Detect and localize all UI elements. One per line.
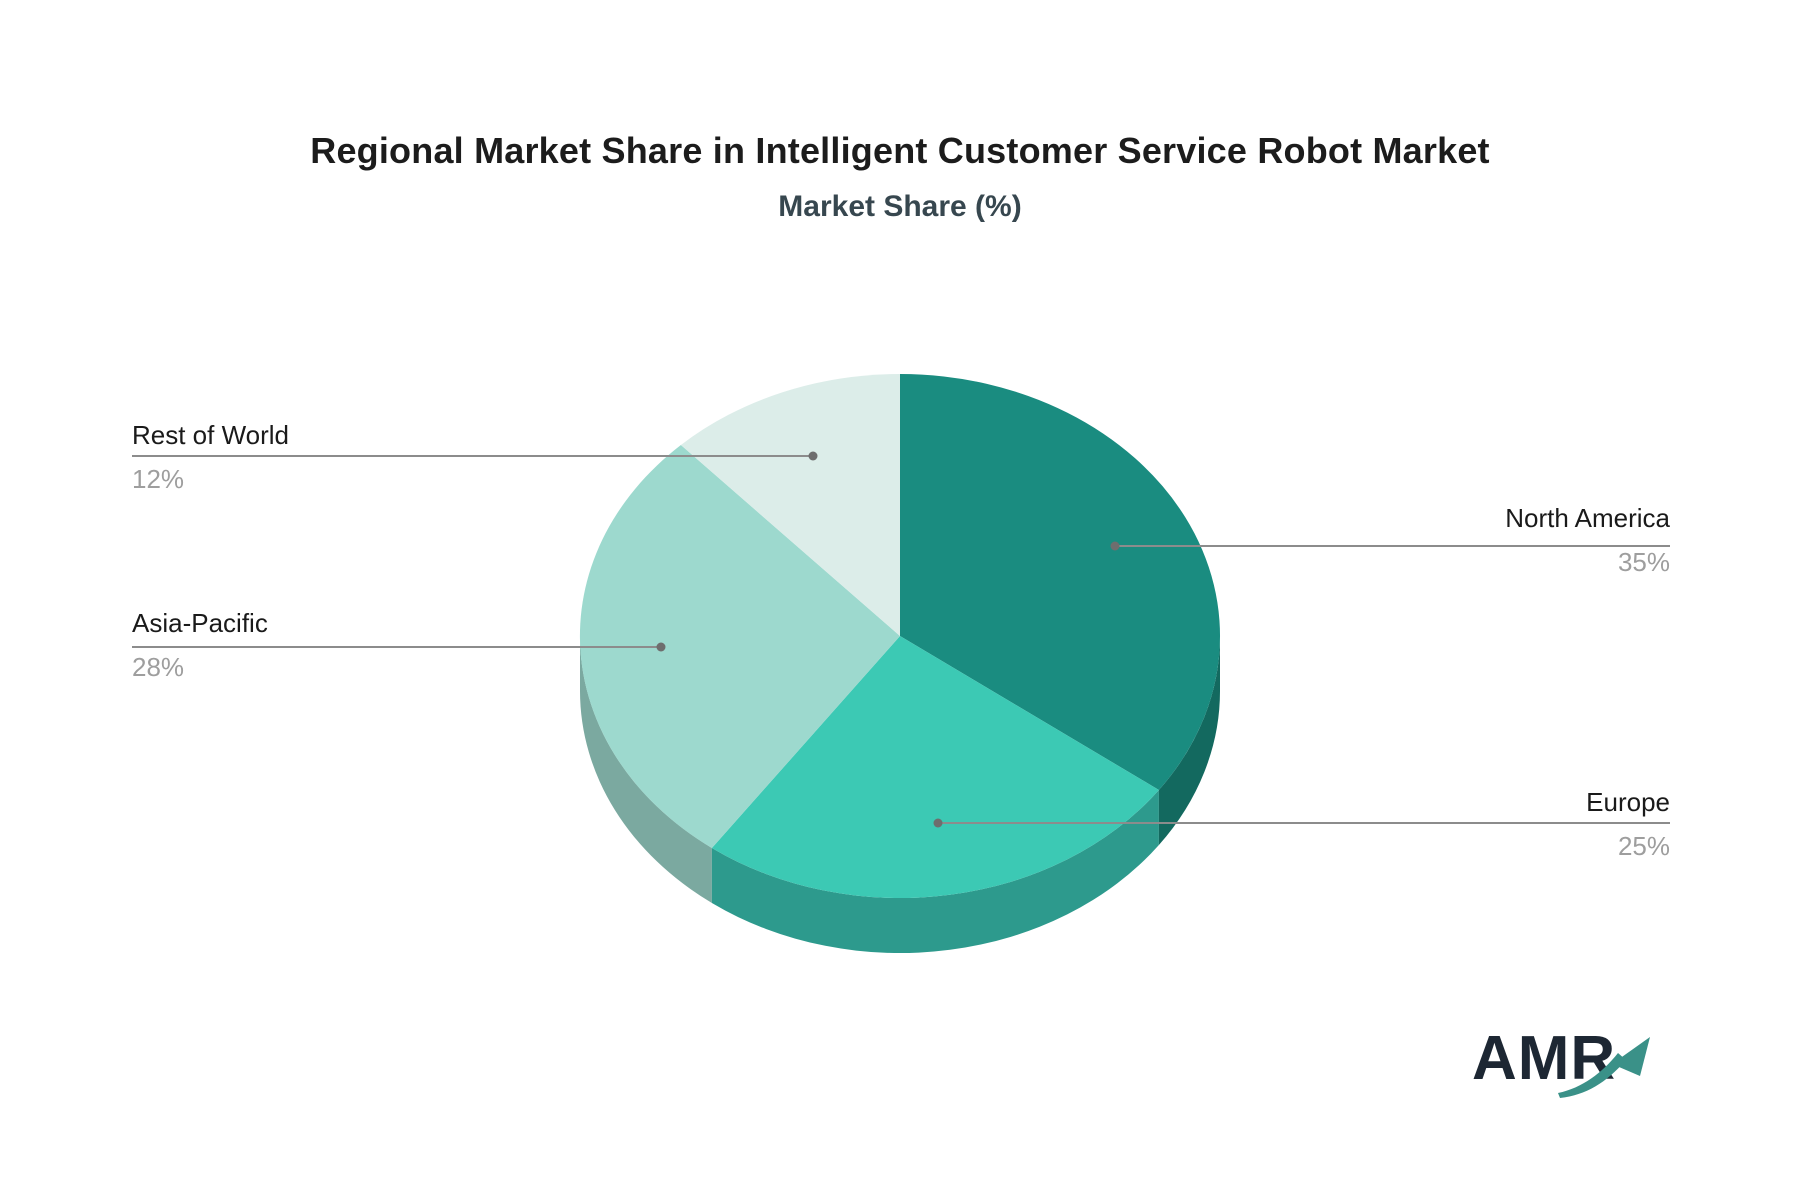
slice-label: Rest of World bbox=[132, 420, 290, 450]
amr-logo: AMR bbox=[1472, 1028, 1692, 1118]
chart-title: Regional Market Share in Intelligent Cus… bbox=[310, 130, 1490, 171]
callout-dot-asia-pacific bbox=[656, 642, 666, 652]
callout-label-rest-of-world: Rest of World 12% bbox=[132, 420, 289, 494]
slice-label: North America bbox=[1505, 503, 1670, 533]
slice-percent: 12% bbox=[132, 464, 185, 494]
slice-percent: 25% bbox=[1617, 831, 1670, 861]
slice-percent: 28% bbox=[132, 652, 185, 682]
pie-side-asia-pacific bbox=[579, 636, 712, 903]
pie-side-north-america bbox=[1158, 636, 1220, 845]
pie-slice-north-america[interactable] bbox=[900, 374, 1221, 790]
pie-slice-rest-of-world[interactable] bbox=[680, 374, 900, 636]
slice-label: Europe bbox=[1586, 787, 1670, 817]
callout-dot-rest-of-world bbox=[808, 451, 818, 461]
callout-label-asia-pacific: Asia-Pacific 28% bbox=[132, 608, 268, 682]
pie-side-europe bbox=[711, 790, 1159, 954]
pie-slice-europe[interactable] bbox=[711, 636, 1159, 899]
callout-label-north-america: North America 35% bbox=[1505, 503, 1670, 577]
slice-percent: 35% bbox=[1617, 547, 1670, 577]
pie-slice-asia-pacific[interactable] bbox=[579, 445, 900, 848]
chart-subtitle: Market Share (%) bbox=[778, 190, 1022, 223]
slice-label: Asia-Pacific bbox=[132, 608, 268, 638]
callout-label-europe: Europe 25% bbox=[1586, 787, 1670, 861]
trending-up-arrow-icon bbox=[1558, 1037, 1650, 1098]
callout-dot-north-america bbox=[1110, 541, 1120, 551]
callout-dot-europe bbox=[933, 818, 943, 828]
